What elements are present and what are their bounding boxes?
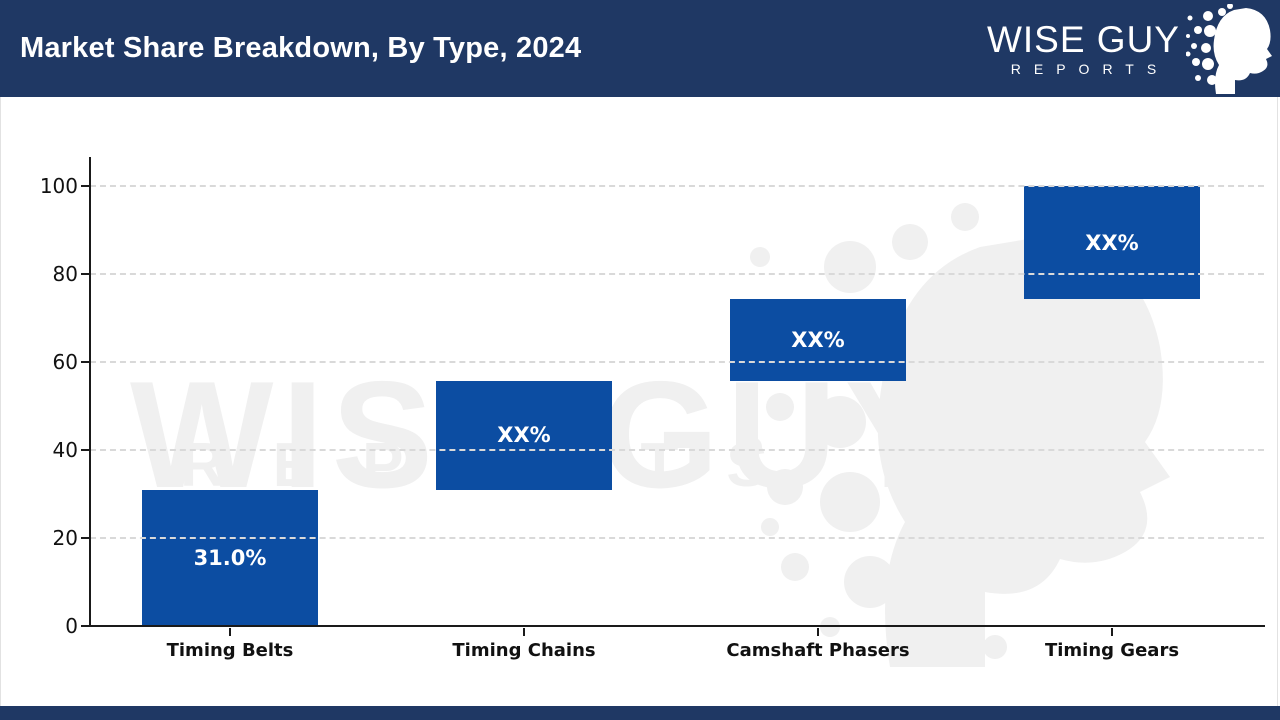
left-border [0, 97, 1, 706]
header-bar: Market Share Breakdown, By Type, 2024 WI… [0, 0, 1280, 97]
gridline [90, 537, 1264, 539]
bar-value-label: XX% [497, 423, 551, 448]
gridline [90, 449, 1264, 451]
brand-logo: WISE GUY REPORTS [987, 0, 1180, 97]
brand-logo-line2: REPORTS [1010, 61, 1170, 77]
y-tick-label: 60 [52, 350, 78, 374]
bar-timing-gears: XX% [1024, 186, 1200, 300]
gridline [90, 185, 1264, 187]
bar-value-label: XX% [1085, 230, 1139, 255]
y-tick-mark [81, 185, 89, 187]
y-tick-label: 20 [52, 526, 78, 550]
y-tick-label: 100 [39, 174, 78, 198]
y-tick-mark [81, 625, 89, 627]
category-label: Camshaft Phasers [726, 640, 910, 661]
x-tick-mark [1111, 628, 1113, 636]
bar-timing-chains: XX% [436, 380, 612, 490]
footer-bar [0, 706, 1280, 720]
y-tick-mark [81, 449, 89, 451]
page-title: Market Share Breakdown, By Type, 2024 [20, 32, 582, 64]
category-label: Timing Chains [452, 640, 596, 661]
y-tick-mark [81, 537, 89, 539]
x-tick-mark [229, 628, 231, 636]
category-label: Timing Belts [166, 640, 294, 661]
bar-value-label: 31.0% [193, 545, 267, 570]
y-tick-label: 40 [52, 438, 78, 462]
y-axis [89, 157, 91, 627]
x-tick-mark [523, 628, 525, 636]
right-border [1277, 97, 1278, 706]
chart-area: WISE GUY REPORTS 02040608010031.0%Timing… [0, 97, 1280, 706]
x-axis [89, 625, 1265, 627]
y-tick-mark [81, 273, 89, 275]
gridline [90, 273, 1264, 275]
category-label: Timing Gears [1044, 640, 1180, 661]
bar-value-label: XX% [791, 327, 845, 352]
y-tick-label: 80 [52, 262, 78, 286]
x-tick-mark [817, 628, 819, 636]
logo-head-icon [1186, 4, 1272, 94]
gridline [90, 361, 1264, 363]
bar-camshaft-phasers: XX% [730, 299, 906, 381]
bar-timing-belts: 31.0% [142, 489, 318, 626]
y-tick-mark [81, 361, 89, 363]
y-tick-label: 0 [65, 614, 78, 638]
brand-logo-line1: WISE GUY [986, 19, 1180, 60]
